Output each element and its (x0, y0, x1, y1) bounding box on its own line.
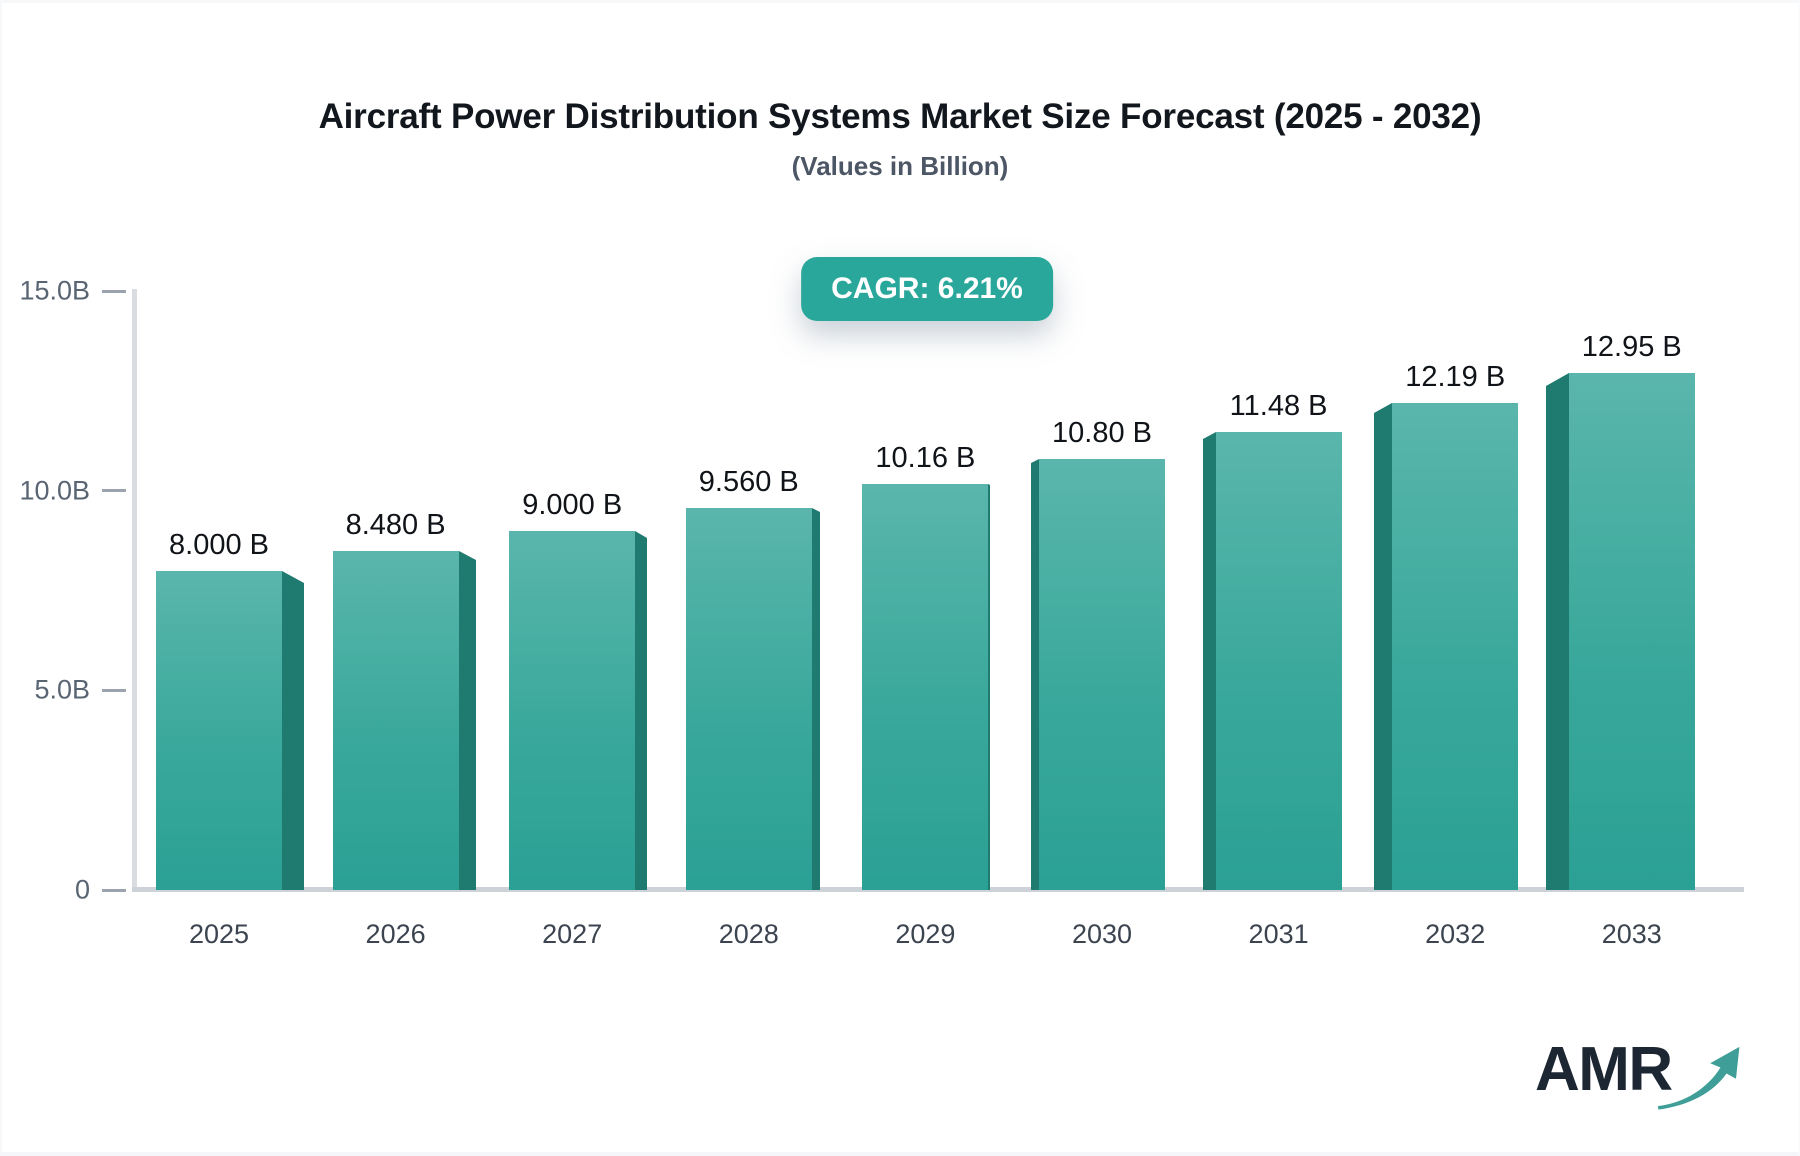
bar-3d-side-2027 (635, 531, 647, 890)
bar-3d-side-2030 (1031, 459, 1039, 890)
y-axis-tick-mark (102, 888, 126, 892)
x-axis-label: 2028 (718, 919, 779, 949)
bar-2027 (509, 531, 635, 890)
x-axis-label: 2031 (1248, 919, 1309, 949)
amr-logo: AMR (1535, 1039, 1742, 1113)
growth-arrow-icon (1657, 1046, 1740, 1110)
x-axis-label: 2026 (365, 919, 426, 949)
bar-value-label: 8.000 B (169, 529, 269, 561)
bar-3d-side-2032 (1374, 403, 1392, 890)
cagr-badge: CAGR: 6.21% (801, 257, 1053, 321)
bar-2025 (156, 571, 282, 890)
amr-logo-text: AMR (1535, 1035, 1673, 1104)
y-axis-tick-label: 10.0B (19, 475, 90, 506)
y-axis-tick-label: 0 (74, 874, 90, 905)
x-axis-label: 2029 (895, 919, 956, 949)
y-axis-tick-label: 15.0B (19, 275, 90, 306)
y-axis-tick-mark (102, 489, 126, 493)
bar-2026 (333, 551, 459, 890)
bar-value-label: 10.80 B (1052, 417, 1152, 449)
bar-3d-side-2025 (282, 571, 304, 890)
bar-value-label: 10.16 B (875, 442, 976, 474)
bar-2028 (686, 508, 812, 890)
x-axis-label: 2025 (188, 919, 250, 949)
bar-3d-side-2029 (988, 484, 990, 890)
bar-value-label: 9.560 B (698, 466, 799, 498)
y-axis-tick-mark (102, 289, 126, 293)
x-axis-label: 2033 (1601, 919, 1662, 949)
bar-value-label: 12.95 B (1581, 331, 1682, 363)
bar-value-label: 8.480 B (345, 509, 446, 541)
chart-title: Aircraft Power Distribution Systems Mark… (318, 97, 1482, 136)
bar-2032 (1392, 403, 1518, 890)
bar-2030 (1039, 459, 1165, 890)
bar-2033 (1569, 373, 1695, 890)
bar-3d-side-2028 (812, 508, 820, 890)
y-axis-tick-mark (102, 688, 126, 692)
bar-2029 (862, 484, 988, 890)
y-axis-tick-label: 5.0B (34, 674, 90, 705)
x-axis-label: 2030 (1071, 919, 1133, 949)
bar-value-label: 11.48 B (1229, 390, 1328, 422)
bar-value-label: 12.19 B (1405, 361, 1506, 393)
bar-value-label: 9.000 B (522, 489, 623, 521)
x-axis-label: 2027 (542, 919, 603, 949)
bar-chart: 15.0B 10.0B 5.0B 0 8.000 B 2025 8.480 B 2026 9.… (2, 3, 1798, 1152)
x-axis-label: 2032 (1425, 919, 1486, 949)
bar-2031 (1216, 432, 1342, 890)
bar-3d-side-2033 (1546, 373, 1569, 890)
bar-3d-side-2031 (1203, 432, 1216, 890)
chart-subtitle: (Values in Billion) (791, 151, 1009, 181)
y-axis-line (132, 289, 137, 890)
bar-3d-side-2026 (459, 551, 476, 890)
